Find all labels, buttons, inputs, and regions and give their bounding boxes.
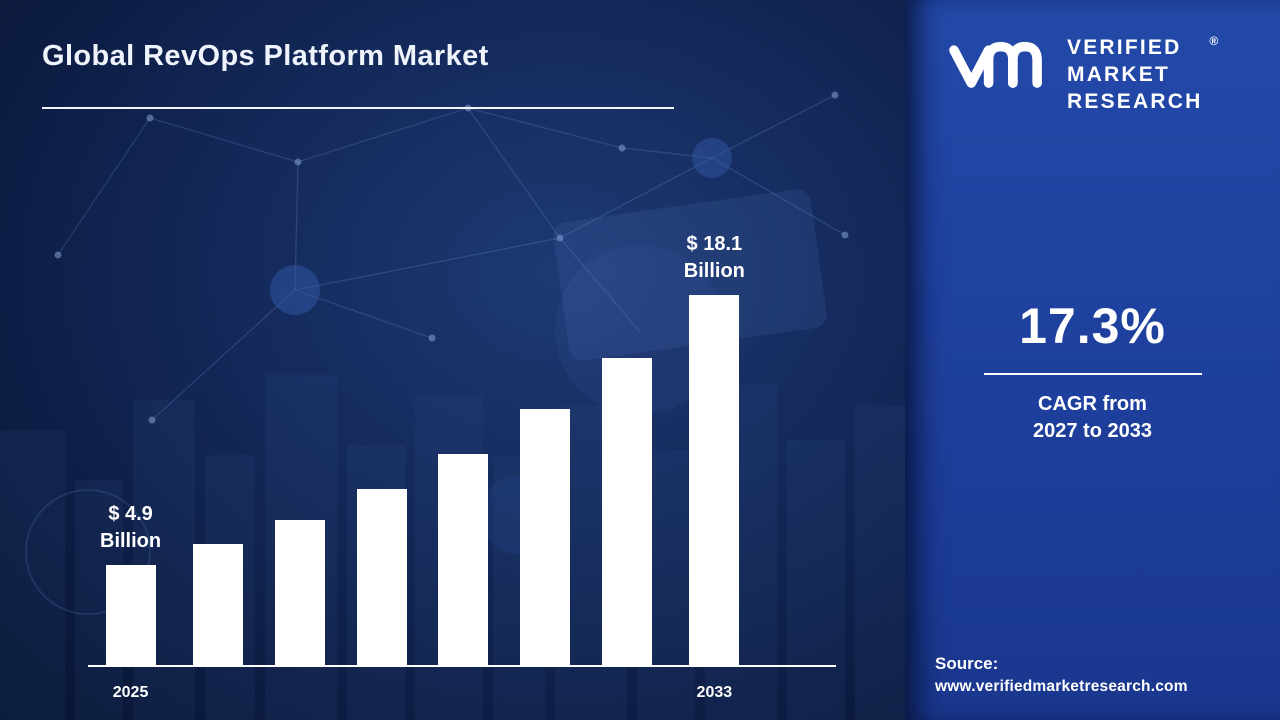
bar-group <box>438 454 489 665</box>
x-tick-label: 2033 <box>696 684 733 701</box>
bar-group <box>520 409 571 665</box>
registered-trademark-icon: ® <box>1209 34 1221 48</box>
page-title: Global RevOps Platform Market <box>42 40 489 72</box>
bar-value-label: $ 18.1 Billion <box>683 233 745 282</box>
chart-section: Global RevOps Platform Market $ 4.9 Billi… <box>0 0 905 720</box>
brand-line-3: RESEARCH <box>1067 90 1203 113</box>
bar <box>105 565 156 665</box>
brand-line-1: VERIFIED <box>1067 36 1182 59</box>
bar-group: $ 18.1 Billion 2033 <box>683 231 745 701</box>
bar-group <box>601 358 652 665</box>
bar <box>192 544 243 665</box>
info-panel: VERIFIED MARKET RESEARCH ® 17.3% CAGR fr… <box>905 0 1280 720</box>
source-block: Source: www.verifiedmarketresearch.com <box>935 652 1188 698</box>
cagr-label: CAGR from 2027 to 2033 <box>905 391 1280 445</box>
brand-logo: VERIFIED MARKET RESEARCH ® <box>947 34 1218 115</box>
x-tick-label: 2025 <box>112 684 149 701</box>
title-underline <box>42 107 674 109</box>
bar <box>274 520 325 665</box>
bar <box>356 489 407 665</box>
bar <box>689 295 740 665</box>
bar-value-label: $ 4.9 Billion <box>100 503 162 552</box>
bar <box>520 409 571 665</box>
vmr-logo-icon <box>949 41 1042 88</box>
cagr-value: 17.3% <box>1019 298 1166 354</box>
source-label: Source: <box>935 654 999 673</box>
brand-line-2: MARKET <box>1067 63 1171 86</box>
cagr-label-line-2: 2027 to 2033 <box>1033 420 1152 442</box>
bar <box>438 454 489 665</box>
bar-group <box>356 489 407 665</box>
bar-group: $ 4.9 Billion 2025 <box>100 501 162 701</box>
cagr-divider <box>983 373 1202 375</box>
x-axis-line <box>88 665 836 667</box>
cagr-label-line-1: CAGR from <box>1038 393 1147 415</box>
bar <box>601 358 652 665</box>
bar-group <box>274 520 325 665</box>
bar-chart: $ 4.9 Billion 2025 $ 18.1 Billion 2033 <box>100 225 745 701</box>
source-url: www.verifiedmarketresearch.com <box>935 678 1188 695</box>
brand-name: VERIFIED MARKET RESEARCH ® <box>1067 34 1218 115</box>
bar-group <box>192 544 243 665</box>
cagr-block: 17.3% CAGR from 2027 to 2033 <box>905 297 1280 445</box>
